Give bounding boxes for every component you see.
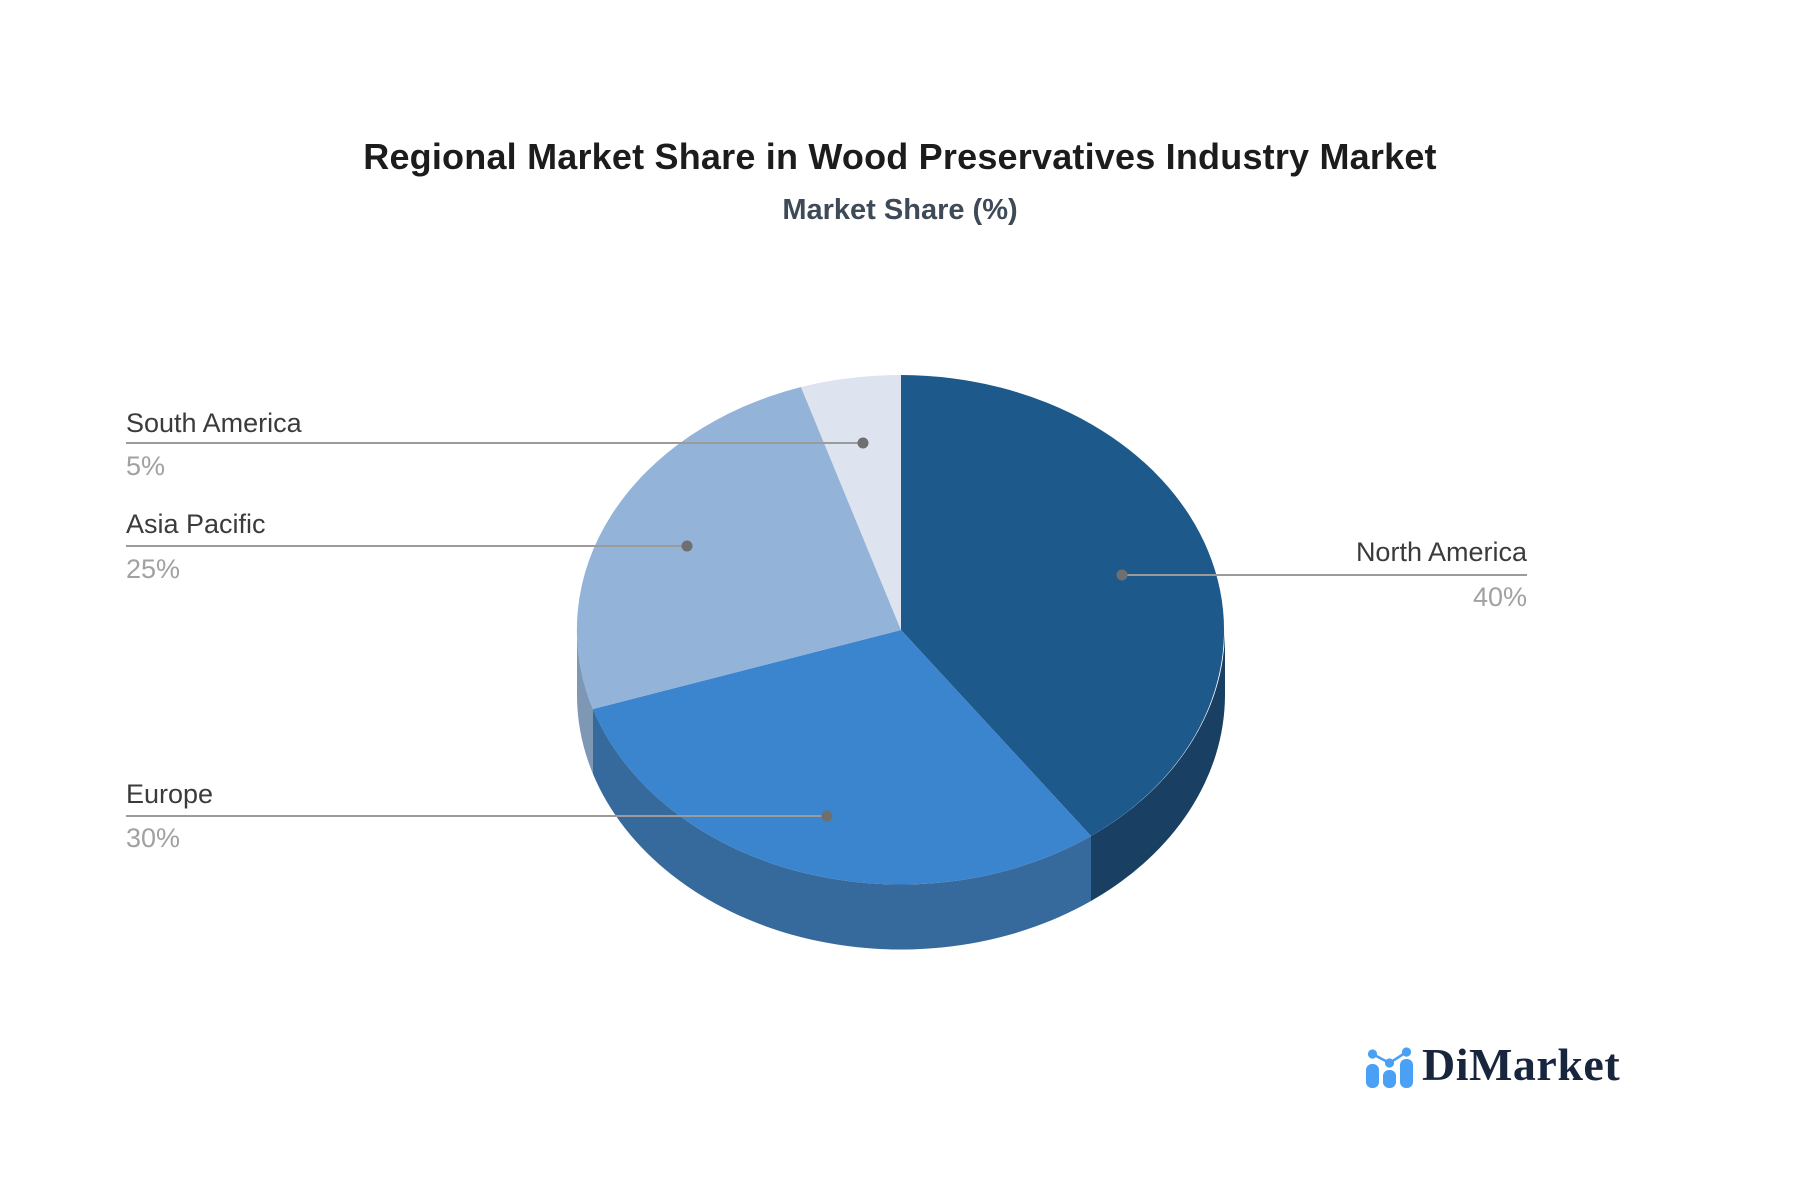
pie-rim-asia-pacific xyxy=(577,630,593,774)
slice-label-europe: Europe xyxy=(126,779,214,809)
pie-slice-asia-pacific[interactable] xyxy=(576,387,901,709)
logo[interactable]: DiMarket xyxy=(1363,1038,1620,1090)
leader-dot-asia-pacific xyxy=(681,540,693,552)
slice-value-north-america: 40% xyxy=(1472,582,1527,612)
pie-rim-europe xyxy=(593,709,1091,950)
slice-label-north-america: North America xyxy=(1355,537,1527,567)
pie-slice-north-america[interactable] xyxy=(901,375,1225,836)
slice-value-south-america: 5% xyxy=(126,451,166,481)
slice-value-europe: 30% xyxy=(126,823,181,853)
pie-slice-europe[interactable] xyxy=(593,630,1091,885)
chart-subtitle: Market Share (%) xyxy=(782,194,1018,226)
slice-value-asia-pacific: 25% xyxy=(126,554,181,584)
leader-dot-south-america xyxy=(857,437,869,449)
chart-title: Regional Market Share in Wood Preservati… xyxy=(363,136,1437,177)
logo-wordmark: DiMarket xyxy=(1422,1039,1621,1091)
leader-dot-north-america xyxy=(1116,569,1128,581)
pie-slice-south-america[interactable] xyxy=(801,374,901,630)
pie-rim-north-america xyxy=(1091,630,1225,901)
leader-dot-europe xyxy=(821,810,833,822)
slice-label-asia-pacific: Asia Pacific xyxy=(126,509,266,539)
slice-label-south-america: South America xyxy=(126,408,302,438)
bar-line-chart-icon xyxy=(1366,1047,1413,1088)
